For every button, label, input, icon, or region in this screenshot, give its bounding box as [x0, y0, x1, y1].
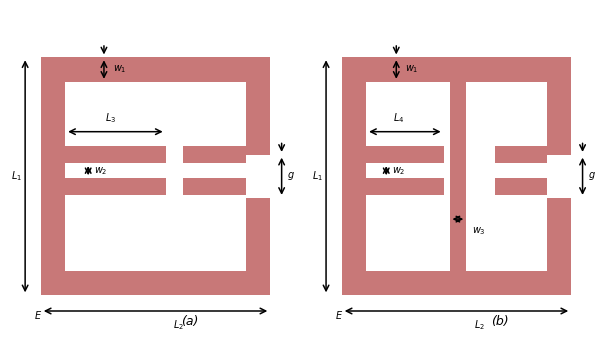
- Bar: [450, 82, 466, 271]
- Bar: [246, 198, 270, 295]
- Bar: [342, 271, 571, 295]
- Text: $w_1$: $w_1$: [113, 64, 126, 75]
- Bar: [342, 57, 366, 295]
- Bar: [65, 178, 166, 195]
- Text: $L_2$: $L_2$: [474, 318, 485, 332]
- Text: $w_1$: $w_1$: [405, 64, 419, 75]
- Text: $w_2$: $w_2$: [94, 165, 108, 176]
- Bar: [41, 271, 270, 295]
- Text: $g$: $g$: [588, 170, 596, 182]
- Bar: [183, 178, 246, 195]
- Bar: [366, 178, 444, 195]
- Bar: [547, 198, 571, 295]
- Text: $w_2$: $w_2$: [392, 165, 406, 176]
- Bar: [342, 57, 571, 82]
- Text: $w_3$: $w_3$: [472, 225, 486, 237]
- Bar: [65, 146, 166, 163]
- Bar: [41, 57, 270, 82]
- Text: $L_3$: $L_3$: [105, 111, 116, 125]
- Text: (b): (b): [491, 315, 508, 328]
- Bar: [450, 57, 466, 82]
- Bar: [41, 57, 65, 295]
- Bar: [547, 57, 571, 155]
- Text: $L_1$: $L_1$: [312, 169, 323, 183]
- Bar: [495, 146, 547, 163]
- Text: $E$: $E$: [34, 309, 42, 321]
- Text: $L_4$: $L_4$: [394, 111, 405, 125]
- Text: $L_1$: $L_1$: [11, 169, 22, 183]
- Bar: [246, 57, 270, 155]
- Bar: [450, 271, 466, 295]
- Text: $g$: $g$: [288, 170, 295, 182]
- Bar: [183, 146, 246, 163]
- Bar: [366, 146, 444, 163]
- Text: $L_2$: $L_2$: [173, 318, 184, 332]
- Text: $E$: $E$: [335, 309, 343, 321]
- Text: (a): (a): [181, 315, 199, 328]
- Bar: [495, 178, 547, 195]
